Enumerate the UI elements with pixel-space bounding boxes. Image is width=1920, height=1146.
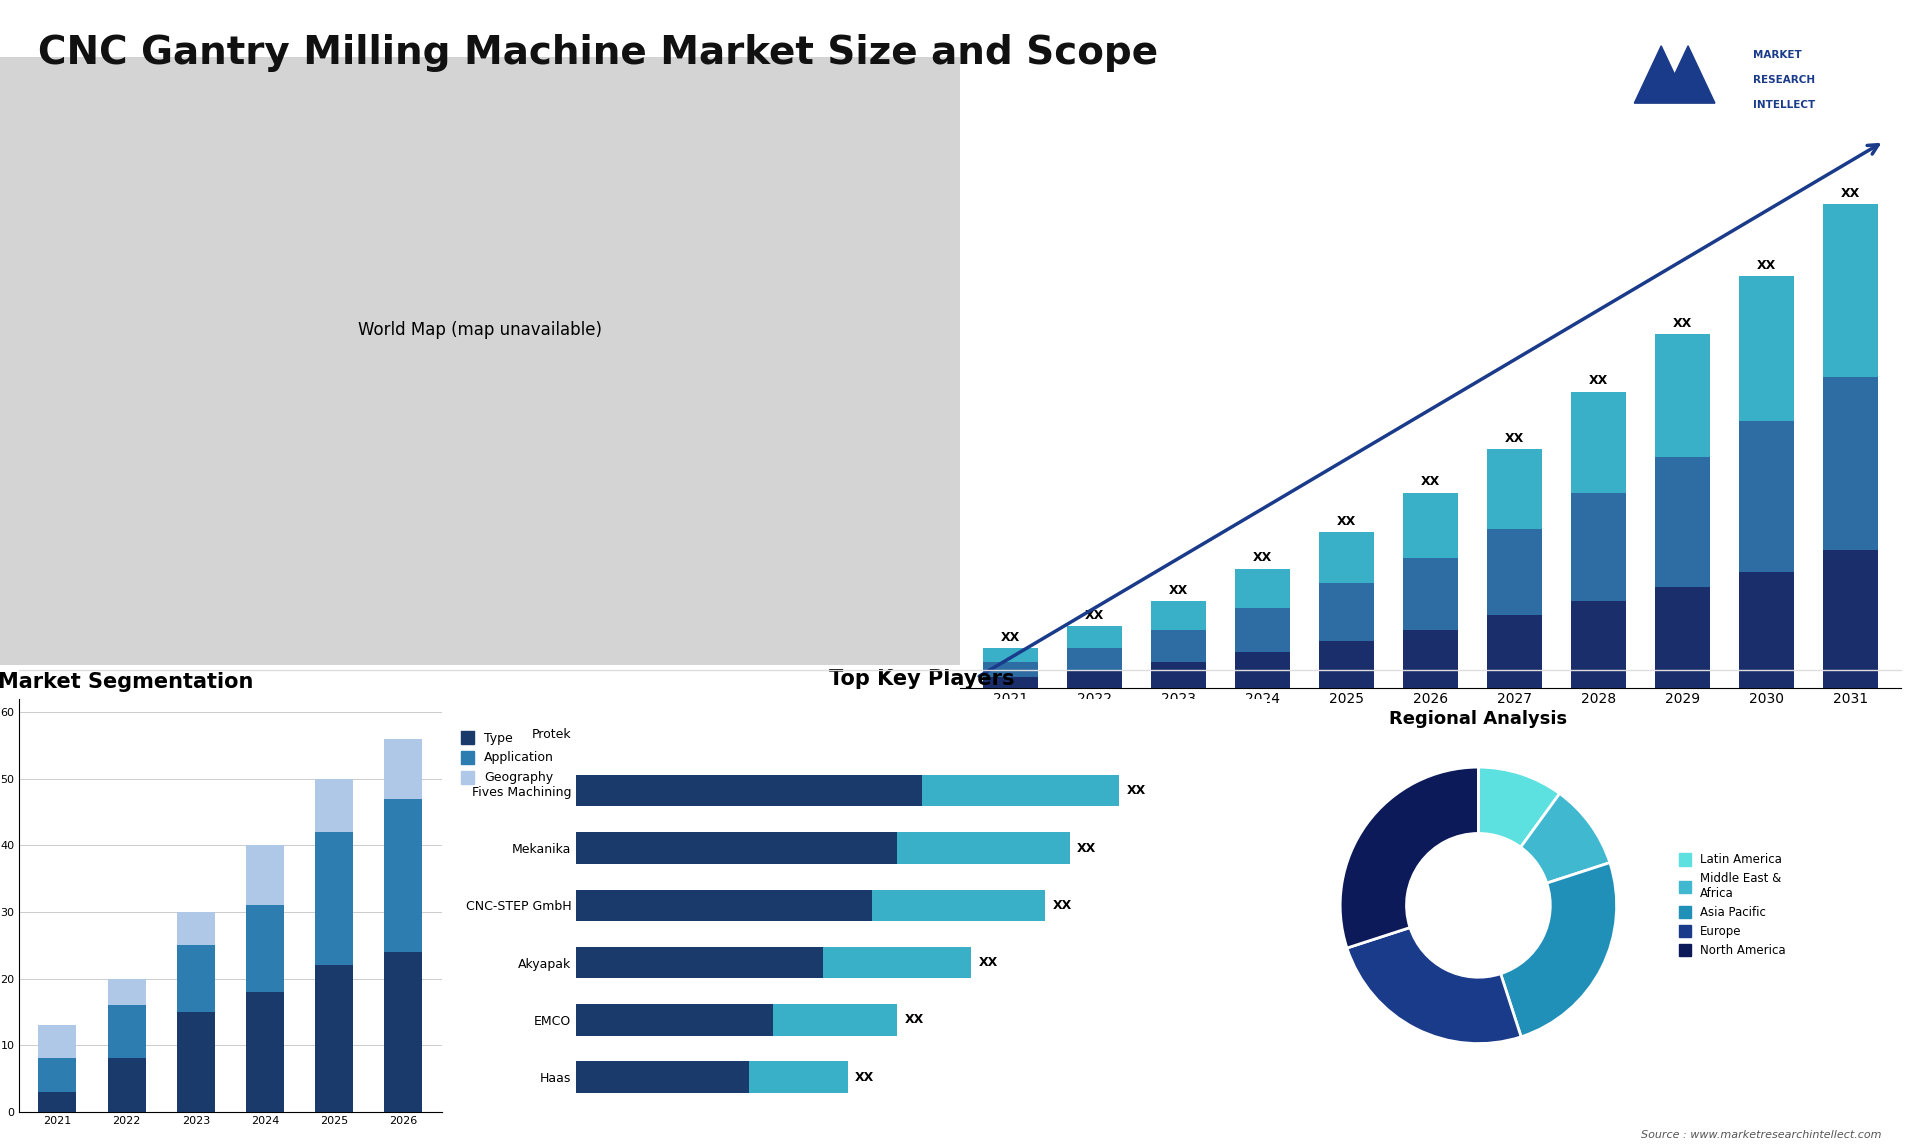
Bar [1571, 601, 1626, 688]
Wedge shape [1501, 863, 1617, 1037]
Bar [1319, 583, 1373, 641]
Bar [1068, 669, 1121, 688]
Bar [1152, 662, 1206, 688]
Wedge shape [1478, 767, 1559, 847]
Legend: Latin America, Middle East &
Africa, Asia Pacific, Europe, North America: Latin America, Middle East & Africa, Asi… [1674, 849, 1791, 961]
Text: MARKET: MARKET [1753, 50, 1801, 60]
Bar [384, 739, 422, 799]
Bar [1488, 615, 1542, 688]
Bar [315, 965, 353, 1112]
Text: XX: XX [1421, 476, 1440, 488]
Bar [1068, 626, 1121, 647]
Bar [1152, 630, 1206, 662]
Bar [108, 1005, 146, 1059]
Bar [1824, 204, 1878, 377]
Text: XX: XX [1588, 375, 1609, 387]
Text: XX: XX [1841, 187, 1860, 199]
Bar [1571, 392, 1626, 493]
Bar [1655, 333, 1709, 457]
Bar [246, 846, 284, 905]
Text: XX: XX [1252, 551, 1273, 564]
Bar [1824, 377, 1878, 550]
Bar [246, 905, 284, 991]
Bar [983, 647, 1037, 662]
Bar [38, 1026, 77, 1059]
Text: Market Segmentation: Market Segmentation [0, 672, 253, 692]
Bar [576, 889, 872, 921]
Bar [1404, 630, 1457, 688]
Text: World Map (map unavailable): World Map (map unavailable) [357, 321, 603, 338]
Bar [1404, 558, 1457, 630]
Bar [576, 1061, 749, 1093]
Text: XX: XX [854, 1070, 874, 1084]
Bar [1655, 587, 1709, 688]
Bar [384, 952, 422, 1112]
Text: XX: XX [1505, 432, 1524, 445]
Bar [1571, 493, 1626, 601]
Wedge shape [1521, 793, 1609, 884]
Bar [1655, 457, 1709, 587]
Bar [1488, 528, 1542, 615]
Text: XX: XX [1085, 609, 1104, 622]
Bar [1152, 601, 1206, 630]
Bar [177, 912, 215, 945]
Bar [177, 1012, 215, 1112]
Text: XX: XX [1169, 583, 1188, 597]
Bar [246, 991, 284, 1112]
Bar [1319, 641, 1373, 688]
Bar [1235, 652, 1290, 688]
Text: Source : www.marketresearchintellect.com: Source : www.marketresearchintellect.com [1642, 1130, 1882, 1140]
Legend: Type, Application, Geography: Type, Application, Geography [457, 725, 559, 790]
Bar [872, 889, 1044, 921]
Bar [315, 832, 353, 965]
Bar [922, 775, 1119, 807]
Text: XX: XX [1000, 630, 1020, 644]
Bar [897, 832, 1069, 864]
Wedge shape [1340, 767, 1478, 948]
Text: RESEARCH: RESEARCH [1753, 76, 1814, 85]
Bar [38, 1059, 77, 1092]
Bar [983, 662, 1037, 677]
Bar [384, 799, 422, 952]
Bar [38, 1092, 77, 1112]
Bar [108, 979, 146, 1005]
Bar [576, 832, 897, 864]
Bar [1319, 533, 1373, 583]
Bar [576, 947, 824, 979]
Bar [1740, 572, 1793, 688]
Bar [983, 677, 1037, 688]
Bar [1235, 609, 1290, 652]
Text: XX: XX [1127, 784, 1146, 798]
Text: XX: XX [1052, 898, 1071, 912]
Title: Regional Analysis: Regional Analysis [1390, 711, 1567, 728]
Bar [1404, 493, 1457, 558]
Bar [1488, 449, 1542, 528]
Bar [177, 945, 215, 1012]
Text: INTELLECT: INTELLECT [1753, 101, 1814, 110]
Bar [576, 775, 922, 807]
Bar [1740, 276, 1793, 421]
Text: XX: XX [979, 956, 998, 970]
Bar [824, 947, 972, 979]
Bar [774, 1004, 897, 1036]
Text: CNC Gantry Milling Machine Market Size and Scope: CNC Gantry Milling Machine Market Size a… [38, 34, 1158, 72]
Bar [1235, 568, 1290, 609]
Bar [1068, 647, 1121, 669]
Bar [1740, 421, 1793, 572]
Bar [108, 1059, 146, 1112]
Bar [576, 1004, 774, 1036]
Text: XX: XX [1077, 841, 1096, 855]
Polygon shape [1634, 46, 1715, 103]
Text: XX: XX [904, 1013, 924, 1027]
Title: Top Key Players: Top Key Players [829, 669, 1014, 689]
Text: XX: XX [1757, 259, 1776, 272]
Wedge shape [1348, 927, 1521, 1044]
Bar [1824, 550, 1878, 688]
Bar [315, 779, 353, 832]
Bar [749, 1061, 847, 1093]
Text: XX: XX [1672, 316, 1692, 330]
Text: XX: XX [1336, 516, 1356, 528]
